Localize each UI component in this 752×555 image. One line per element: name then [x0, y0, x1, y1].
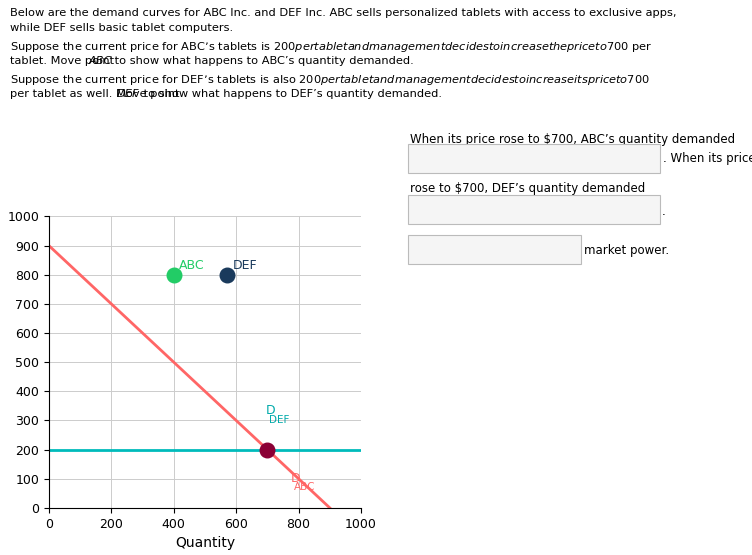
Point — [221, 270, 233, 279]
Text: Suppose the current price for DEF’s tablets is also $200 per tablet and manageme: Suppose the current price for DEF’s tabl… — [10, 73, 650, 87]
Text: ABC: ABC — [179, 259, 205, 273]
Text: to show what happens to DEF’s quantity demanded.: to show what happens to DEF’s quantity d… — [140, 89, 442, 99]
Text: ▾: ▾ — [649, 154, 655, 164]
Text: Below are the demand curves for ABC Inc. and DEF Inc. ABC sells personalized tab: Below are the demand curves for ABC Inc.… — [10, 8, 676, 18]
Text: per tablet as well. Move point: per tablet as well. Move point — [10, 89, 183, 99]
Text: DEF: DEF — [269, 415, 290, 425]
Text: Suppose the current price for ABC’s tablets is $200 per tablet and management de: Suppose the current price for ABC’s tabl… — [10, 40, 653, 54]
Y-axis label: Price ($): Price ($) — [0, 333, 2, 391]
Text: to show what happens to ABC’s quantity demanded.: to show what happens to ABC’s quantity d… — [111, 56, 414, 65]
Text: ▾: ▾ — [570, 244, 576, 254]
Text: DEF: DEF — [232, 259, 257, 273]
Text: When its price rose to $700, ABC’s quantity demanded: When its price rose to $700, ABC’s quant… — [410, 133, 735, 146]
Point — [168, 270, 180, 279]
Point — [262, 445, 274, 454]
Text: .: . — [662, 205, 666, 218]
Text: DEF: DEF — [117, 89, 139, 99]
Text: ABC: ABC — [89, 56, 112, 65]
X-axis label: Quantity: Quantity — [175, 536, 235, 550]
Text: D: D — [291, 472, 300, 485]
Text: while DEF sells basic tablet computers.: while DEF sells basic tablet computers. — [10, 23, 233, 33]
Text: . When its price: . When its price — [663, 152, 752, 165]
Text: market power.: market power. — [584, 244, 669, 257]
Text: rose to $700, DEF’s quantity demanded: rose to $700, DEF’s quantity demanded — [410, 182, 645, 195]
Text: tablet. Move point: tablet. Move point — [10, 56, 117, 65]
Text: ▾: ▾ — [649, 205, 655, 215]
Text: ABC: ABC — [294, 482, 316, 492]
Text: D: D — [265, 405, 275, 417]
